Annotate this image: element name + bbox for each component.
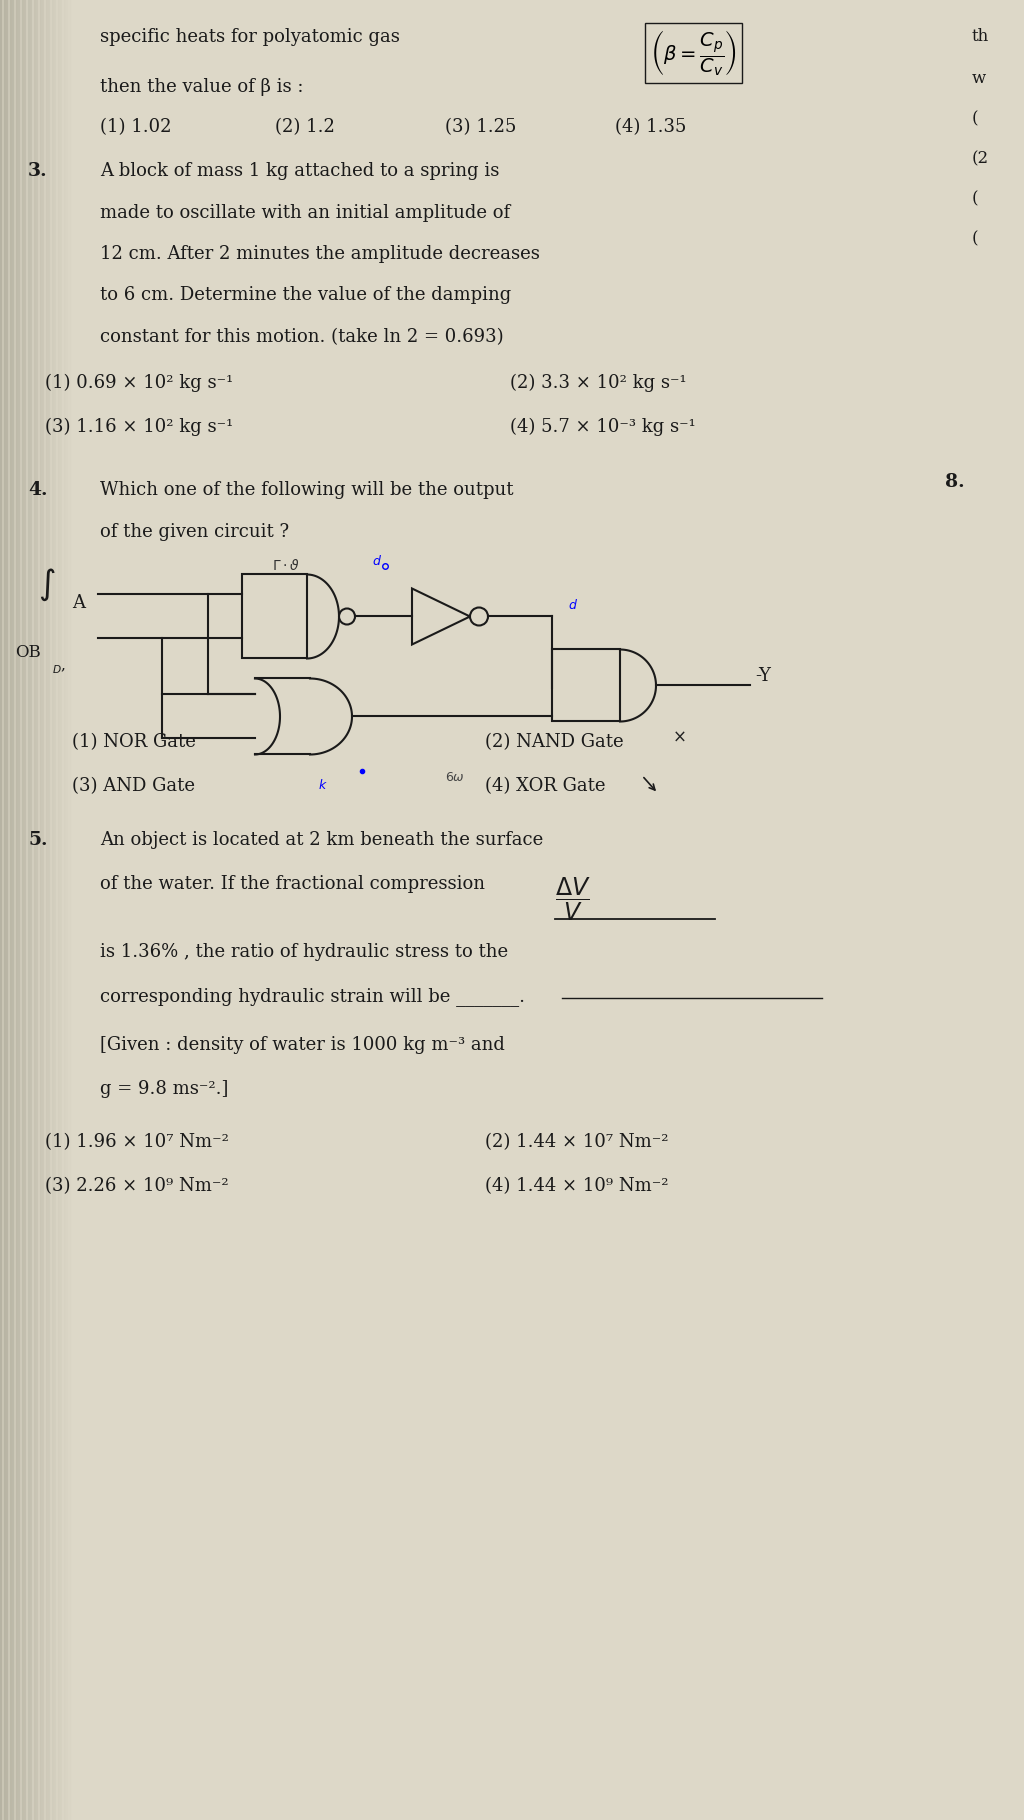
Text: (1) 1.96 × 10⁷ Nm⁻²: (1) 1.96 × 10⁷ Nm⁻² bbox=[45, 1134, 229, 1152]
Text: $k$: $k$ bbox=[318, 779, 328, 792]
Text: (3) 1.25: (3) 1.25 bbox=[445, 118, 516, 136]
Text: corresponding hydraulic strain will be _______.: corresponding hydraulic strain will be _… bbox=[100, 988, 525, 1006]
Text: (4) 5.7 × 10⁻³ kg s⁻¹: (4) 5.7 × 10⁻³ kg s⁻¹ bbox=[510, 417, 695, 435]
Text: An object is located at 2 km beneath the surface: An object is located at 2 km beneath the… bbox=[100, 832, 544, 850]
Text: $\int$: $\int$ bbox=[38, 566, 55, 602]
Text: -Y: -Y bbox=[755, 668, 771, 686]
Text: specific heats for polyatomic gas: specific heats for polyatomic gas bbox=[100, 27, 400, 46]
Text: $d$: $d$ bbox=[372, 555, 382, 568]
Text: $d$: $d$ bbox=[568, 599, 578, 613]
FancyBboxPatch shape bbox=[552, 650, 620, 721]
Text: then the value of β is :: then the value of β is : bbox=[100, 78, 303, 96]
Text: A: A bbox=[72, 595, 85, 613]
Text: 12 cm. After 2 minutes the amplitude decreases: 12 cm. After 2 minutes the amplitude dec… bbox=[100, 246, 540, 264]
Text: OB: OB bbox=[15, 644, 41, 661]
Text: $\dfrac{\Delta V}{V}$: $\dfrac{\Delta V}{V}$ bbox=[555, 875, 591, 923]
Text: g = 9.8 ms⁻².]: g = 9.8 ms⁻².] bbox=[100, 1081, 228, 1099]
Text: (2: (2 bbox=[972, 149, 989, 167]
Text: (2) 1.2: (2) 1.2 bbox=[275, 118, 335, 136]
Text: $\Gamma\cdot\vartheta$: $\Gamma\cdot\vartheta$ bbox=[272, 559, 300, 573]
Text: (1) 1.02: (1) 1.02 bbox=[100, 118, 171, 136]
Text: 4.: 4. bbox=[28, 482, 47, 499]
Text: (1) 0.69 × 10² kg s⁻¹: (1) 0.69 × 10² kg s⁻¹ bbox=[45, 373, 233, 391]
Text: $6\omega$: $6\omega$ bbox=[445, 772, 465, 784]
Text: is 1.36% , the ratio of hydraulic stress to the: is 1.36% , the ratio of hydraulic stress… bbox=[100, 943, 508, 961]
Text: (3) 1.16 × 10² kg s⁻¹: (3) 1.16 × 10² kg s⁻¹ bbox=[45, 417, 233, 435]
Text: (4) 1.35: (4) 1.35 bbox=[615, 118, 686, 136]
FancyBboxPatch shape bbox=[242, 575, 307, 659]
Text: 3.: 3. bbox=[28, 162, 48, 180]
Text: (4) XOR Gate: (4) XOR Gate bbox=[485, 777, 605, 795]
Text: (2) NAND Gate: (2) NAND Gate bbox=[485, 733, 624, 752]
Text: (4) 1.44 × 10⁹ Nm⁻²: (4) 1.44 × 10⁹ Nm⁻² bbox=[485, 1178, 669, 1196]
Text: [Given : density of water is 1000 kg m⁻³ and: [Given : density of water is 1000 kg m⁻³… bbox=[100, 1037, 505, 1054]
Text: (2) 1.44 × 10⁷ Nm⁻²: (2) 1.44 × 10⁷ Nm⁻² bbox=[485, 1134, 669, 1152]
Text: (2) 3.3 × 10² kg s⁻¹: (2) 3.3 × 10² kg s⁻¹ bbox=[510, 373, 687, 391]
Text: (3) AND Gate: (3) AND Gate bbox=[72, 777, 195, 795]
Text: (: ( bbox=[972, 229, 979, 248]
Text: of the given circuit ?: of the given circuit ? bbox=[100, 524, 289, 542]
Text: th: th bbox=[972, 27, 989, 46]
Polygon shape bbox=[412, 588, 470, 644]
Text: A block of mass 1 kg attached to a spring is: A block of mass 1 kg attached to a sprin… bbox=[100, 162, 500, 180]
Text: $\left(\beta=\dfrac{C_p}{C_v}\right)$: $\left(\beta=\dfrac{C_p}{C_v}\right)$ bbox=[650, 27, 737, 78]
Text: constant for this motion. (take ln 2 = 0.693): constant for this motion. (take ln 2 = 0… bbox=[100, 328, 504, 346]
Text: of the water. If the fractional compression: of the water. If the fractional compress… bbox=[100, 875, 485, 894]
Text: $\times$: $\times$ bbox=[672, 728, 686, 746]
Text: $_D$,: $_D$, bbox=[52, 662, 67, 677]
Text: 8.: 8. bbox=[945, 473, 965, 491]
Text: made to oscillate with an initial amplitude of: made to oscillate with an initial amplit… bbox=[100, 204, 510, 222]
Text: to 6 cm. Determine the value of the damping: to 6 cm. Determine the value of the damp… bbox=[100, 286, 511, 304]
Text: Which one of the following will be the output: Which one of the following will be the o… bbox=[100, 482, 513, 499]
Text: (1) NOR Gate: (1) NOR Gate bbox=[72, 733, 196, 752]
Text: (: ( bbox=[972, 189, 979, 207]
Text: w: w bbox=[972, 69, 986, 87]
Text: 5.: 5. bbox=[28, 832, 47, 850]
Text: (3) 2.26 × 10⁹ Nm⁻²: (3) 2.26 × 10⁹ Nm⁻² bbox=[45, 1178, 228, 1196]
Text: (: ( bbox=[972, 109, 979, 127]
